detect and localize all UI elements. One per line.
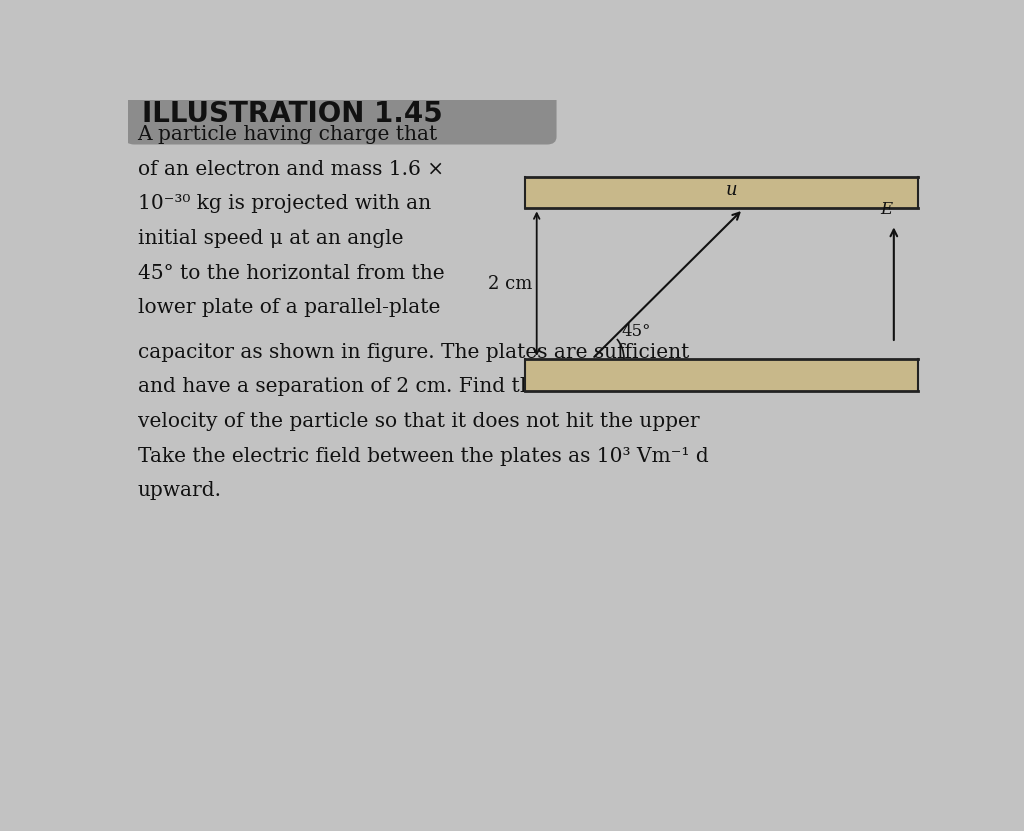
Text: lower plate of a parallel-plate: lower plate of a parallel-plate — [137, 298, 440, 317]
Text: u: u — [725, 181, 737, 199]
Text: A particle having charge that: A particle having charge that — [137, 125, 438, 145]
Text: 2 cm: 2 cm — [488, 275, 532, 293]
Text: ILLUSTRATION 1.45: ILLUSTRATION 1.45 — [142, 100, 443, 128]
Text: initial speed μ at an angle: initial speed μ at an angle — [137, 229, 403, 248]
Text: 45° to the horizontal from the: 45° to the horizontal from the — [137, 263, 444, 283]
Text: 45°: 45° — [622, 322, 650, 340]
Bar — [524, 176, 918, 209]
Text: of an electron and mass 1.6 ×: of an electron and mass 1.6 × — [137, 160, 443, 179]
Text: Take the electric field between the plates as 10³ Vm⁻¹ d: Take the electric field between the plat… — [137, 446, 709, 465]
Text: capacitor as shown in figure. The plates are sufficient: capacitor as shown in figure. The plates… — [137, 343, 689, 361]
Text: velocity of the particle so that it does not hit the upper: velocity of the particle so that it does… — [137, 412, 699, 431]
Bar — [524, 359, 918, 391]
Text: upward.: upward. — [137, 481, 221, 500]
Text: 10⁻³⁰ kg is projected with an: 10⁻³⁰ kg is projected with an — [137, 194, 431, 214]
Text: and have a separation of 2 cm. Find the maximum value: and have a separation of 2 cm. Find the … — [137, 377, 712, 396]
Text: E: E — [880, 201, 892, 218]
FancyBboxPatch shape — [125, 83, 557, 145]
